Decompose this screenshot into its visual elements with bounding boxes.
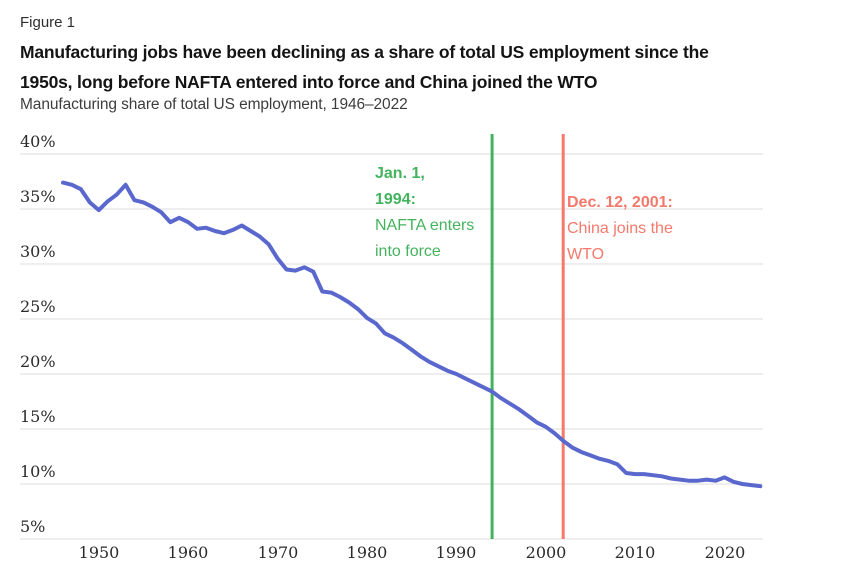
nafta-annotation-body-line-2: into force — [375, 243, 441, 260]
chart-canvas — [20, 134, 763, 540]
y-tick-label-30pct: 30% — [20, 242, 56, 261]
nafta-annotation: Jan. 1, 1994: NAFTA enters into force — [375, 161, 474, 265]
y-tick-label-25pct: 25% — [20, 297, 56, 316]
y-tick-label-5pct: 5% — [20, 517, 46, 536]
x-tick-label-1960: 1960 — [167, 543, 209, 562]
y-tick-label-40pct: 40% — [20, 132, 56, 151]
wto-annotation-body-line-2: WTO — [567, 246, 605, 263]
y-tick-label-20pct: 20% — [20, 352, 56, 371]
x-tick-label-1990: 1990 — [435, 543, 477, 562]
wto-annotation-body-line-1: China joins the — [567, 220, 673, 237]
nafta-annotation-date-line-1: Jan. 1, — [375, 165, 425, 182]
wto-annotation-date-line-1: Dec. 12, 2001: — [567, 194, 673, 211]
x-tick-label-2020: 2020 — [704, 543, 746, 562]
x-tick-label-1980: 1980 — [346, 543, 388, 562]
x-tick-label-2010: 2010 — [614, 543, 656, 562]
y-tick-label-10pct: 10% — [20, 462, 56, 481]
nafta-annotation-date-line-2: 1994: — [375, 191, 416, 208]
chart-title: Manufacturing jobs have been declining a… — [20, 37, 830, 97]
manufacturing-share-line — [61, 180, 763, 489]
chart-subtitle: Manufacturing share of total US employme… — [20, 96, 408, 113]
chart-title-line-1: Manufacturing jobs have been declining a… — [20, 42, 709, 62]
line-chart: 40% 35% 30% 25% 20% 15% 10% 5% 1950 1960 1970 1980… — [0, 128, 865, 580]
nafta-annotation-body-line-1: NAFTA enters — [375, 217, 475, 234]
wto-annotation: Dec. 12, 2001: China joins the WTO — [567, 190, 673, 268]
figure-label: Figure 1 — [20, 14, 76, 31]
y-tick-label-15pct: 15% — [20, 407, 56, 426]
x-tick-label-2000: 2000 — [525, 543, 567, 562]
x-tick-label-1970: 1970 — [257, 543, 299, 562]
x-tick-label-1950: 1950 — [78, 543, 120, 562]
chart-title-line-2: 1950s, long before NAFTA entered into fo… — [20, 72, 598, 92]
y-tick-label-35pct: 35% — [20, 187, 56, 206]
